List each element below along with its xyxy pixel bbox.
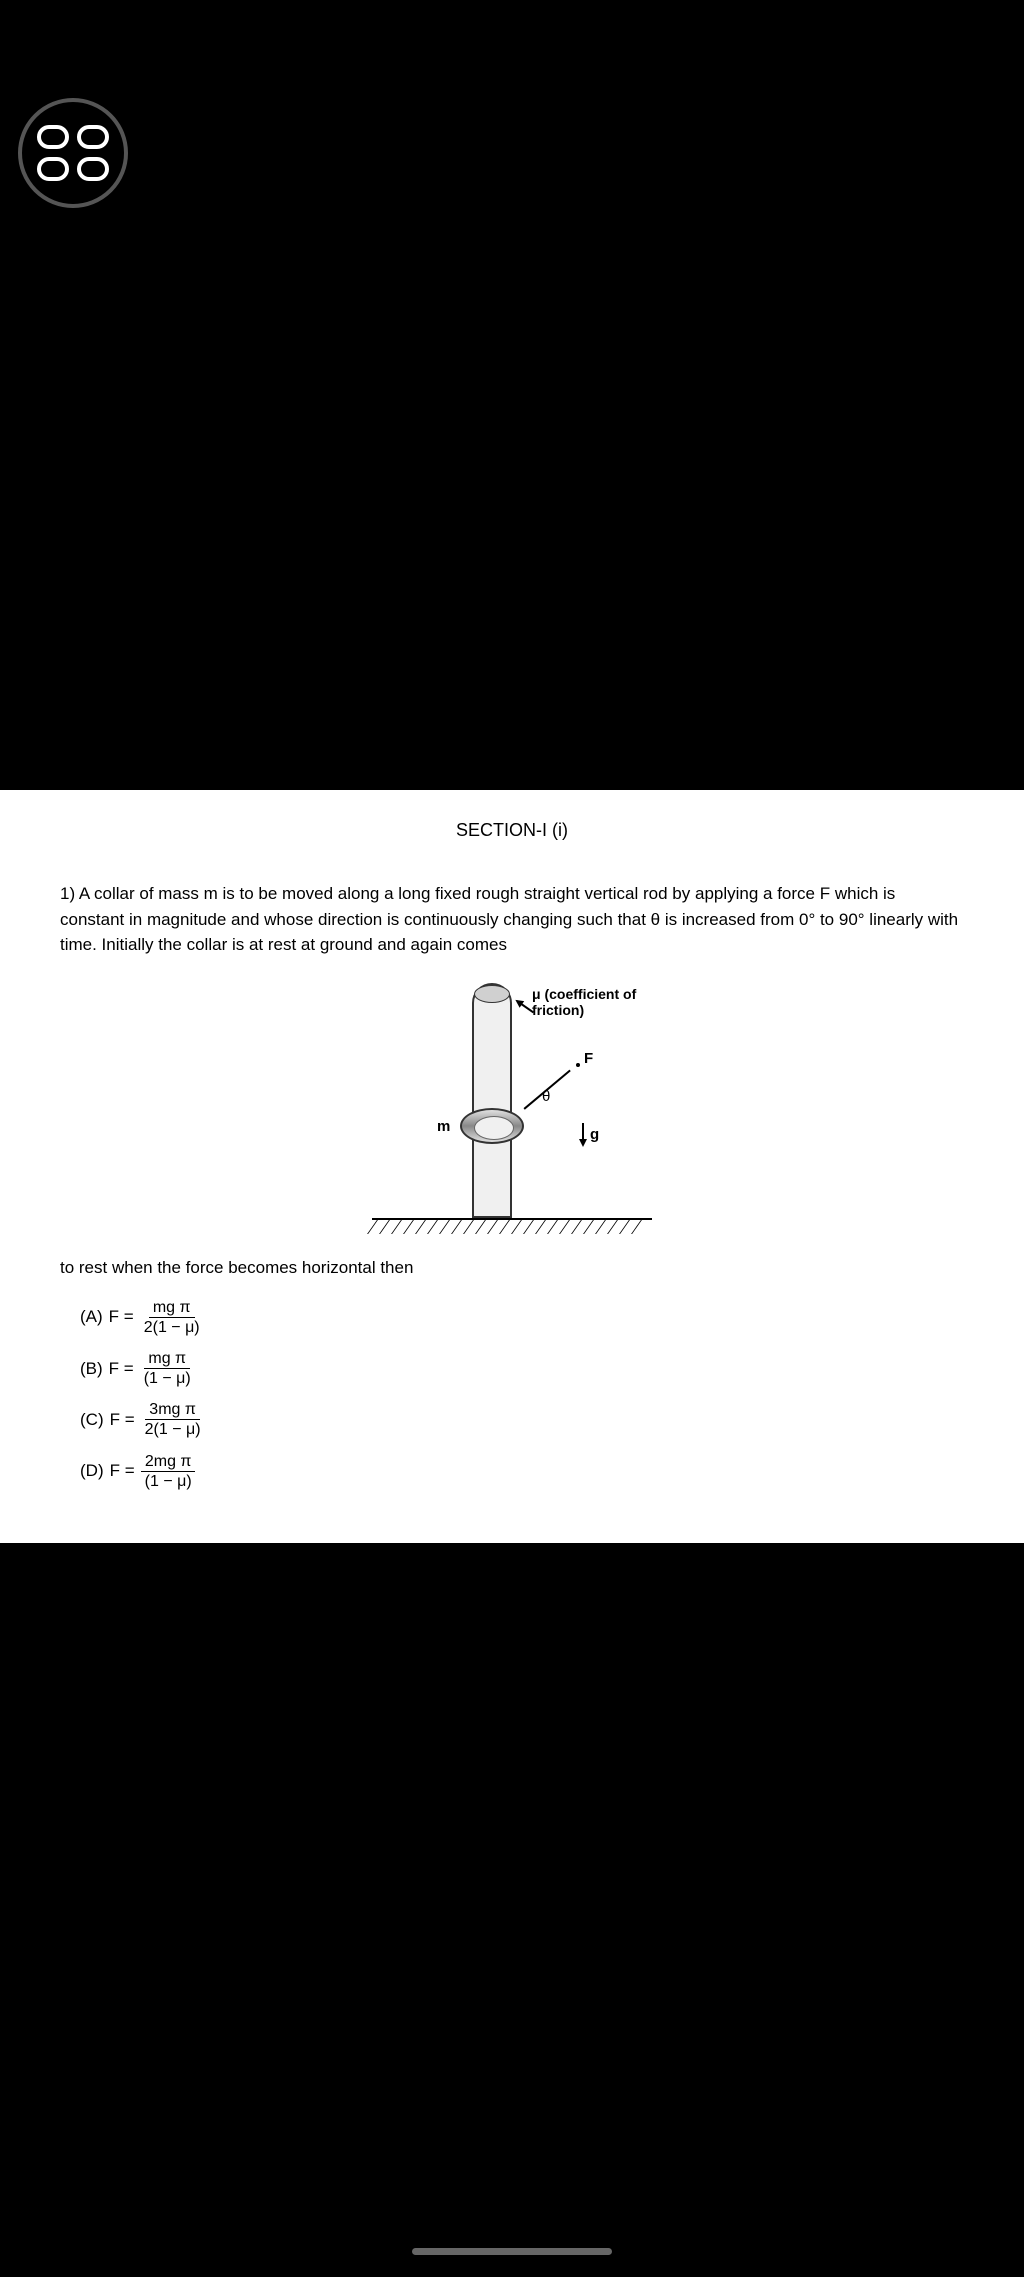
option-d-fraction: 2mg π (1 − μ) bbox=[141, 1452, 196, 1491]
rod-cap bbox=[474, 985, 510, 1003]
physics-diagram: μ (coefficient of friction) F θ m g bbox=[342, 978, 682, 1238]
option-b-prefix: F = bbox=[109, 1359, 134, 1379]
collar-hole bbox=[474, 1116, 514, 1140]
option-d-denominator: (1 − μ) bbox=[141, 1472, 196, 1491]
option-a-formula: F = mg π 2(1 − μ) bbox=[109, 1298, 204, 1337]
icon-row-top bbox=[37, 125, 109, 149]
option-c-prefix: F = bbox=[110, 1410, 135, 1430]
option-a[interactable]: (A) F = mg π 2(1 − μ) bbox=[80, 1298, 964, 1337]
option-b-numerator: mg π bbox=[144, 1349, 190, 1369]
option-d-formula: F = 2mg π (1 − μ) bbox=[110, 1452, 196, 1491]
option-c[interactable]: (C) F = 3mg π 2(1 − μ) bbox=[80, 1400, 964, 1439]
option-a-denominator: 2(1 − μ) bbox=[140, 1318, 204, 1337]
option-c-fraction: 3mg π 2(1 − μ) bbox=[141, 1400, 205, 1439]
section-title: SECTION-I (i) bbox=[60, 820, 964, 841]
mass-label: m bbox=[437, 1118, 450, 1135]
f-label: F bbox=[584, 1050, 593, 1067]
home-indicator[interactable] bbox=[412, 2248, 612, 2255]
option-b-denominator: (1 − μ) bbox=[140, 1369, 195, 1388]
document-content: SECTION-I (i) 1) A collar of mass m is t… bbox=[0, 790, 1024, 1543]
mu-label: μ (coefficient of friction) bbox=[532, 986, 682, 1018]
collar-mass bbox=[460, 1108, 524, 1144]
option-b-formula: F = mg π (1 − μ) bbox=[109, 1349, 195, 1388]
g-label: g bbox=[590, 1126, 599, 1143]
option-a-prefix: F = bbox=[109, 1307, 134, 1327]
option-d-numerator: 2mg π bbox=[141, 1452, 196, 1472]
theta-label: θ bbox=[542, 1088, 550, 1105]
icon-pill bbox=[37, 157, 69, 181]
diagram-container: μ (coefficient of friction) F θ m g bbox=[60, 978, 964, 1238]
question-text-part2: to rest when the force becomes horizonta… bbox=[60, 1258, 964, 1278]
icon-pill bbox=[77, 125, 109, 149]
option-b-label: (B) bbox=[80, 1359, 103, 1379]
option-c-denominator: 2(1 − μ) bbox=[141, 1420, 205, 1439]
vertical-rod bbox=[472, 983, 512, 1218]
option-c-numerator: 3mg π bbox=[145, 1400, 200, 1420]
ground bbox=[372, 1218, 652, 1236]
option-d[interactable]: (D) F = 2mg π (1 − μ) bbox=[80, 1452, 964, 1491]
app-icon[interactable] bbox=[18, 98, 128, 208]
gravity-arrow bbox=[582, 1123, 584, 1145]
option-b[interactable]: (B) F = mg π (1 − μ) bbox=[80, 1349, 964, 1388]
option-c-formula: F = 3mg π 2(1 − μ) bbox=[110, 1400, 205, 1439]
option-d-label: (D) bbox=[80, 1461, 104, 1481]
icon-pill bbox=[37, 125, 69, 149]
option-a-fraction: mg π 2(1 − μ) bbox=[140, 1298, 204, 1337]
icon-row-bottom bbox=[37, 157, 109, 181]
ground-hatch bbox=[372, 1220, 652, 1234]
option-a-label: (A) bbox=[80, 1307, 103, 1327]
answer-options: (A) F = mg π 2(1 − μ) (B) F = mg π (1 − … bbox=[60, 1298, 964, 1492]
f-dot bbox=[576, 1063, 580, 1067]
option-b-fraction: mg π (1 − μ) bbox=[140, 1349, 195, 1388]
icon-pill bbox=[77, 157, 109, 181]
option-a-numerator: mg π bbox=[149, 1298, 195, 1318]
option-c-label: (C) bbox=[80, 1410, 104, 1430]
option-d-prefix: F = bbox=[110, 1461, 135, 1481]
question-text-part1: 1) A collar of mass m is to be moved alo… bbox=[60, 881, 964, 958]
